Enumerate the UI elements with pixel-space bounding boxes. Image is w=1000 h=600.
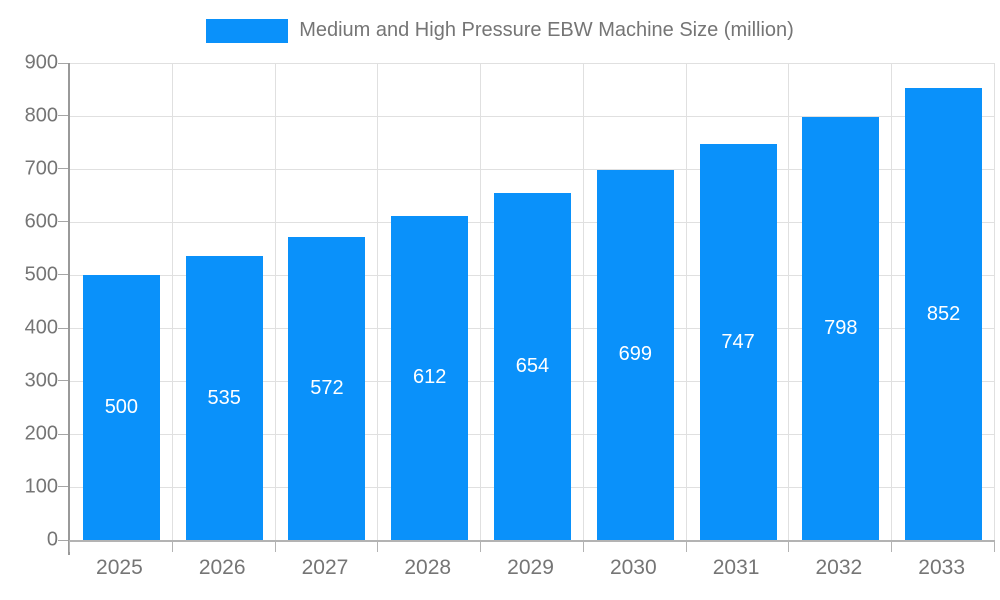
bar-2025[interactable]: 500: [82, 275, 160, 540]
gridline-vertical: [171, 63, 173, 540]
plot-area: 500 535 572 612 654 699 747 798 852: [58, 62, 995, 555]
x-axis-tick: [171, 540, 173, 552]
gridline-vertical: [685, 63, 687, 540]
x-axis-tick-label: 2031: [712, 556, 760, 579]
gridline-vertical: [582, 63, 584, 540]
bar-value-label: 572: [310, 376, 344, 399]
y-axis-tick: [58, 380, 68, 382]
y-axis-labels: 0 100 200 300 400 500 600 700 800 900: [0, 52, 58, 551]
x-axis-tick: [582, 540, 584, 552]
x-axis-tick: [891, 540, 893, 552]
legend-label: Medium and High Pressure EBW Machine Siz…: [299, 19, 794, 41]
x-axis-tick-label: 2032: [815, 556, 863, 579]
y-axis-tick: [58, 62, 68, 64]
x-axis-tick: [788, 540, 790, 552]
bar-2031[interactable]: 747: [699, 144, 777, 540]
y-axis-tick-label: 800: [24, 104, 58, 127]
bar-value-label: 500: [104, 396, 139, 418]
y-axis-tick: [58, 327, 68, 329]
gridline-vertical: [788, 63, 790, 540]
x-axis-tick-label: 2028: [404, 556, 452, 579]
x-axis-tick-label: 2027: [301, 556, 349, 579]
bar-value-label: 654: [515, 355, 550, 378]
legend-swatch: [206, 18, 289, 43]
gridline-horizontal: [70, 63, 995, 64]
y-axis-tick: [58, 221, 68, 223]
x-axis-tick: [274, 540, 276, 552]
x-axis-tick-label: 2026: [198, 556, 246, 579]
bar-value-label: 699: [618, 343, 652, 366]
x-axis-tick: [69, 540, 70, 552]
x-axis-labels: 2025 2026 2027 2028 2029 2030 2031 2032 2033: [68, 556, 993, 586]
gridline-horizontal: [70, 116, 995, 117]
y-axis-tick: [58, 433, 68, 435]
y-axis-tick: [58, 539, 68, 541]
bar-value-label: 852: [926, 302, 961, 325]
bar-value-label: 535: [207, 386, 241, 409]
bar-2026[interactable]: 535: [185, 256, 263, 540]
y-axis-tick-label: 700: [24, 157, 58, 180]
x-axis-tick-label: 2030: [609, 556, 657, 579]
bar-value-label: 798: [824, 317, 858, 340]
x-axis-tick: [994, 540, 995, 552]
y-axis-tick: [58, 486, 68, 488]
y-axis-tick: [58, 274, 68, 276]
gridline-vertical: [994, 63, 995, 540]
y-axis-tick: [58, 168, 68, 170]
bar-value-label: 747: [721, 330, 755, 353]
gridline-horizontal: [70, 169, 995, 170]
bar-2032[interactable]: 798: [802, 117, 880, 540]
x-axis-tick-label: 2033: [918, 556, 965, 579]
x-axis-tick-label: 2029: [507, 556, 554, 579]
y-axis-tick-label: 200: [24, 422, 58, 445]
y-axis-tick-label: 900: [24, 51, 58, 74]
y-axis-tick-label: 100: [24, 475, 58, 498]
legend[interactable]: Medium and High Pressure EBW Machine Siz…: [0, 18, 1000, 43]
bar-value-label: 612: [413, 366, 447, 389]
x-axis-tick-label: 2025: [96, 556, 143, 579]
y-axis-tick-label: 500: [24, 263, 58, 286]
bar-2028[interactable]: 612: [391, 215, 469, 540]
x-axis-tick: [377, 540, 379, 552]
y-axis-tick-label: 400: [24, 316, 58, 339]
bar-2027[interactable]: 572: [288, 236, 366, 540]
gridline-vertical: [480, 63, 482, 540]
y-axis-tick-label: 600: [24, 210, 58, 233]
x-axis-tick: [480, 540, 482, 552]
y-axis-tick-label: 300: [24, 369, 58, 392]
gridline-vertical: [274, 63, 276, 540]
x-axis-tick: [685, 540, 687, 552]
bar-2030[interactable]: 699: [596, 169, 674, 540]
y-axis-tick: [58, 115, 68, 117]
y-axis-tick-label: 0: [46, 528, 58, 551]
bar-2029[interactable]: 654: [493, 193, 572, 540]
gridline-vertical: [891, 63, 893, 540]
gridline-vertical: [377, 63, 379, 540]
bar-2033[interactable]: 852: [905, 88, 983, 540]
